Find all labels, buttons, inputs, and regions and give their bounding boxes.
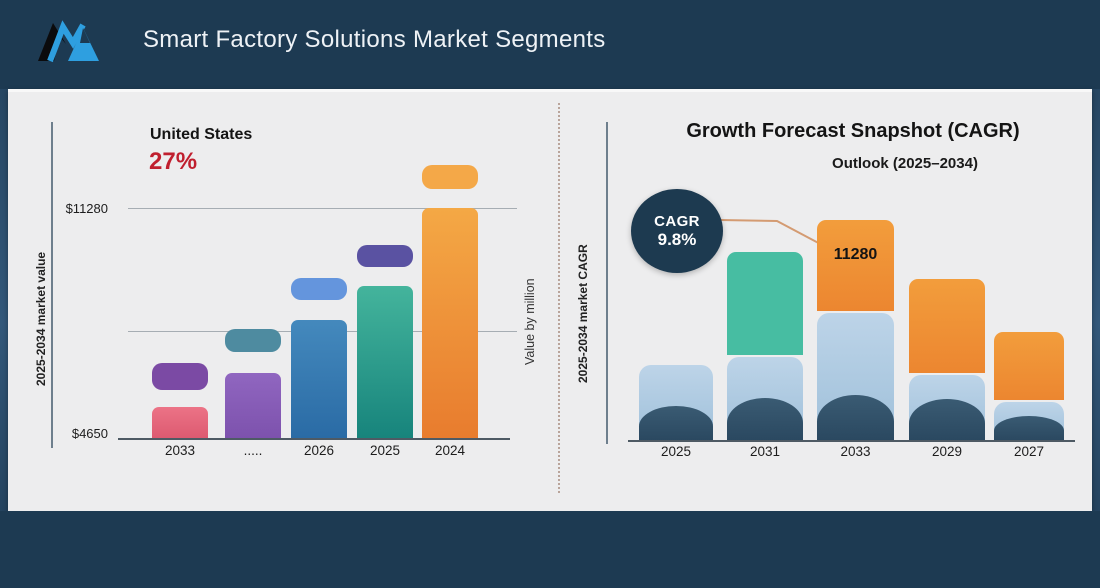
page-title: Smart Factory Solutions Market Segments <box>143 26 606 53</box>
left-y-axis-label-right: Value by million <box>523 278 537 366</box>
left-x-axis-line <box>118 438 510 440</box>
left-y-axis-label: 2025-2034 market value <box>34 251 48 387</box>
right-chart-title: Growth Forecast Snapshot (CAGR) <box>686 120 1020 142</box>
footer-bar: @ All Market Analysis Snapshot GlobalSma… <box>0 511 1100 588</box>
header-bar: Smart Factory Solutions Market Segments <box>0 0 1100 89</box>
cagr-badge: CAGR 9.8% <box>631 189 723 273</box>
cagr-badge-value: 9.8% <box>657 229 697 249</box>
ama-logo-icon <box>38 20 99 63</box>
left-chart-highlight: 27% <box>149 148 198 175</box>
left-y-axis-line <box>51 122 53 448</box>
cagr-badge-label: CAGR <box>654 212 700 230</box>
right-chart-subtitle: Outlook (2025–2034) <box>832 155 978 172</box>
left-ytick-bottom: $4650 <box>71 426 108 441</box>
left-gridline-upper <box>128 208 517 209</box>
left-chart-title: United States <box>150 126 253 143</box>
left-gridline-mid <box>128 331 517 332</box>
panel-divider <box>558 103 560 493</box>
left-ytick-top: $11280 <box>65 201 108 216</box>
right-y-axis-label: 2025-2034 market CAGR <box>576 244 590 384</box>
right-x-axis-line <box>628 440 1075 442</box>
right-y-axis-line <box>606 122 608 444</box>
